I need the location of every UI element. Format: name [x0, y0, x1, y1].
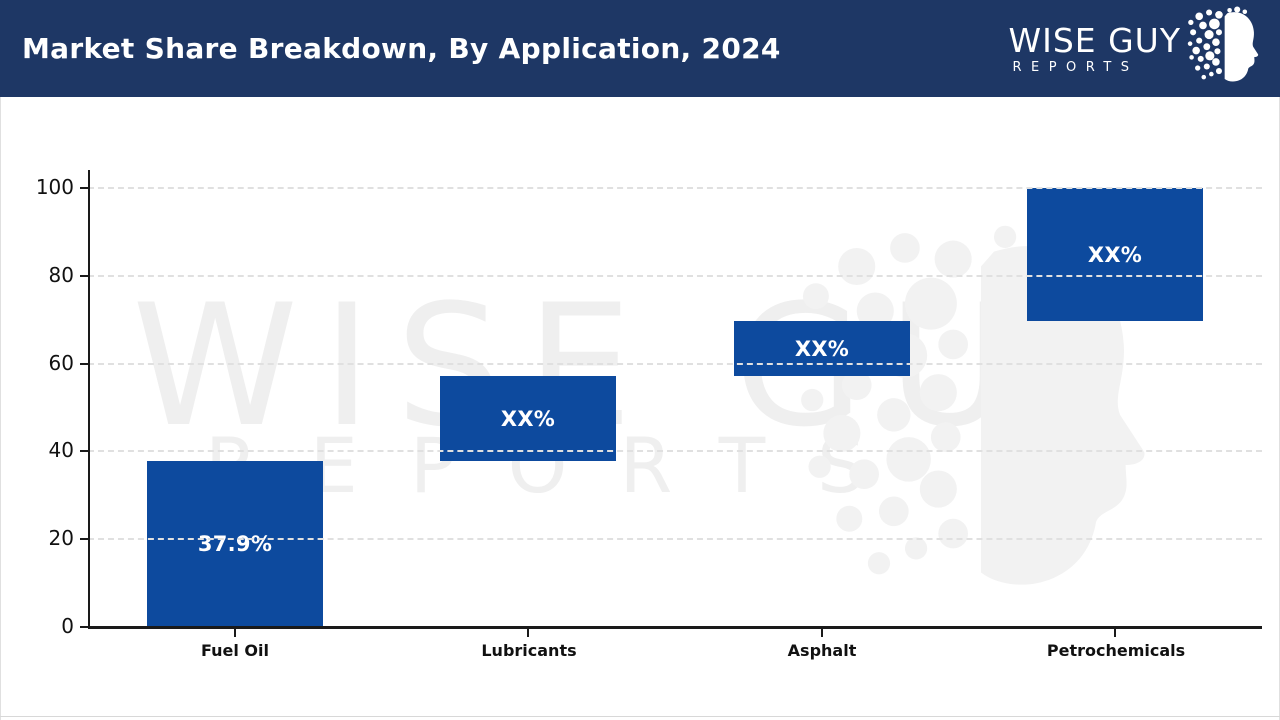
y-tick-label-40: 40: [48, 438, 74, 463]
bar-asphalt: XX%: [734, 321, 910, 376]
bar-value-label: XX%: [500, 406, 556, 431]
logo-subtitle: REPORTS: [1012, 59, 1139, 75]
bar-value-label: 37.9%: [197, 532, 273, 556]
bar-value-label: XX%: [1087, 242, 1143, 267]
y-tick-label-100: 100: [35, 175, 74, 199]
x-category-label-2: Asphalt: [787, 641, 857, 660]
y-tick-mark-60: [80, 362, 88, 365]
bar-value-label: XX%: [794, 336, 850, 361]
chart-title: Market Share Breakdown, By Application, …: [22, 32, 781, 65]
page-bottom-border: [0, 716, 1280, 717]
gridline-20: [88, 538, 1262, 541]
y-tick-label-60: 60: [48, 350, 74, 375]
logo-wordmark: WISE GUY: [1008, 20, 1181, 60]
x-tick-mark-2: [821, 629, 823, 637]
bar-fuel-oil: 37.9%: [147, 461, 323, 627]
y-tick-label-20: 20: [48, 526, 74, 551]
y-tick-mark-20: [80, 538, 88, 541]
x-category-label-0: Fuel Oil: [201, 641, 269, 660]
x-tick-mark-0: [234, 629, 236, 637]
y-tick-mark-80: [80, 274, 88, 277]
logo-text: WISE GUY REPORTS: [1008, 24, 1181, 74]
y-tick-mark-0: [80, 626, 88, 628]
x-axis-line: [88, 626, 1262, 629]
x-tick-mark-3: [1114, 629, 1116, 637]
bar-petrochemicals: XX%: [1027, 188, 1203, 321]
y-tick-label-80: 80: [48, 262, 74, 287]
y-tick-label-0: 0: [61, 614, 74, 638]
logo-face-icon: [1187, 5, 1259, 82]
gridline-100: [88, 187, 1262, 189]
gridline-80: [88, 274, 1262, 277]
page-left-border: [0, 97, 1, 720]
x-category-label-1: Lubricants: [481, 641, 577, 660]
y-tick-mark-100: [80, 187, 88, 189]
gridline-40: [88, 450, 1262, 453]
y-axis-line: [88, 170, 90, 629]
y-tick-mark-40: [80, 450, 88, 453]
wiseguy-logo: WISE GUY REPORTS: [1008, 5, 1260, 92]
x-tick-mark-1: [527, 629, 529, 637]
bar-lubricants: XX%: [440, 376, 616, 461]
gridline-60: [88, 362, 1262, 365]
header-bar: Market Share Breakdown, By Application, …: [0, 0, 1280, 97]
x-category-label-3: Petrochemicals: [1046, 641, 1186, 660]
